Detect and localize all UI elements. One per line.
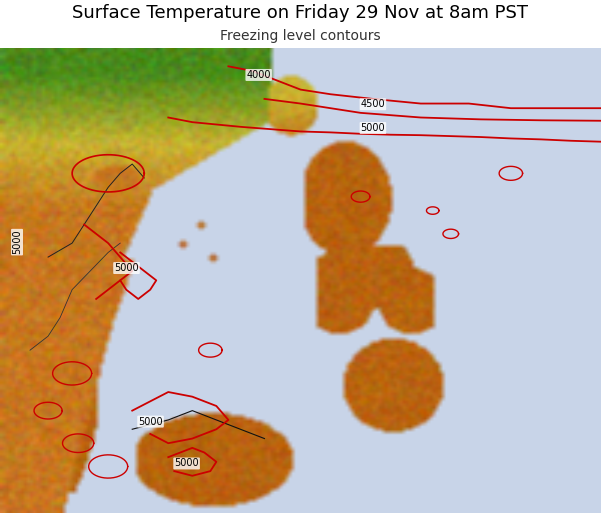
Text: 4000: 4000 <box>246 70 271 80</box>
Text: 5000: 5000 <box>12 230 22 254</box>
Text: 5000: 5000 <box>138 417 163 427</box>
Text: 5000: 5000 <box>361 123 385 133</box>
Text: 5000: 5000 <box>114 263 139 273</box>
Text: Freezing level contours: Freezing level contours <box>220 29 381 43</box>
Text: Surface Temperature on Friday 29 Nov at 8am PST: Surface Temperature on Friday 29 Nov at … <box>73 4 528 22</box>
Text: 5000: 5000 <box>174 459 199 468</box>
Text: 4500: 4500 <box>361 100 385 109</box>
